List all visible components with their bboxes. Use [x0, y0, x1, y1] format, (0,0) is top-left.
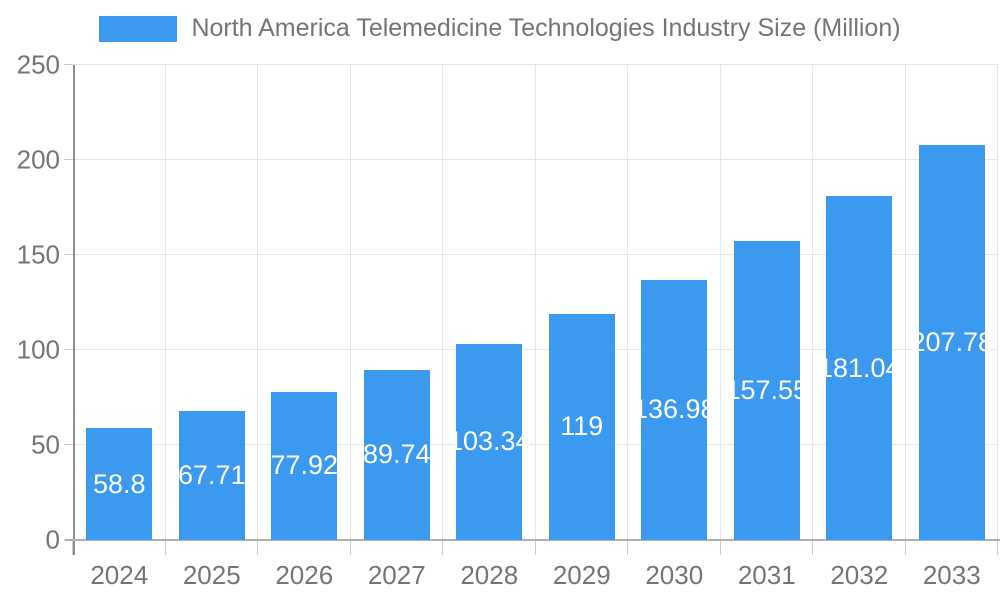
y-axis-tick-label: 200	[16, 144, 60, 175]
x-axis-tick-label: 2032	[830, 560, 889, 590]
y-axis-tick-label: 150	[16, 239, 60, 270]
bar-value-label: 67.71	[177, 460, 246, 491]
bar[interactable]: 181.04	[818, 196, 901, 540]
x-axis-tick-label: 2030	[645, 560, 704, 590]
x-axis-tick	[349, 541, 351, 555]
bar[interactable]: 157.55	[725, 240, 808, 540]
x-axis-tick	[72, 541, 73, 555]
bar[interactable]: 103.34	[448, 343, 531, 540]
legend-label: North America Telemedicine Technologies …	[191, 14, 901, 42]
bar-value-label: 77.92	[270, 450, 339, 481]
gridline-x	[812, 65, 813, 540]
x-axis-tick	[534, 541, 536, 555]
y-axis-tick-label: 0	[45, 524, 60, 555]
bar[interactable]: 67.71	[177, 411, 246, 540]
gridline-y	[73, 254, 998, 255]
bar-value-label: 157.55	[725, 374, 809, 405]
gridline-x	[997, 65, 998, 540]
x-axis-tick	[164, 541, 166, 555]
y-axis-tick-label: 100	[16, 334, 60, 365]
bar-value-label: 136.98	[632, 394, 716, 425]
gridline-x	[164, 65, 166, 540]
x-axis-tick-label: 2033	[922, 560, 981, 590]
bar[interactable]: 58.8	[86, 428, 153, 540]
bar-value-label: 181.04	[817, 352, 901, 383]
bar-value-label: 103.34	[447, 426, 531, 457]
gridline-x	[627, 65, 628, 540]
y-axis-tick-label: 250	[16, 49, 60, 80]
x-axis-tick	[997, 541, 998, 555]
gridline-x	[349, 65, 351, 540]
y-axis-line	[73, 65, 75, 555]
x-axis-tick-label: 2031	[737, 560, 796, 590]
gridline-x	[442, 65, 443, 540]
x-axis-tick	[719, 541, 721, 555]
x-axis-line	[65, 539, 1000, 541]
legend-item[interactable]: North America Telemedicine Technologies …	[99, 14, 901, 43]
gridline-x	[534, 65, 536, 540]
y-axis-tick	[64, 349, 73, 350]
x-axis-tick-label: 2028	[460, 560, 519, 590]
bar-value-label: 119	[560, 411, 604, 442]
x-axis-tick	[257, 541, 258, 555]
legend: North America Telemedicine Technologies …	[0, 14, 1000, 43]
gridline-x	[719, 65, 721, 540]
x-axis-tick	[904, 541, 906, 555]
y-axis-tick	[64, 254, 73, 255]
y-axis-tick	[64, 444, 73, 445]
x-axis-tick	[442, 541, 443, 555]
bar[interactable]: 77.92	[270, 391, 339, 540]
bar-value-label: 207.78	[910, 327, 994, 358]
bar[interactable]: 119	[548, 313, 615, 540]
x-axis-tick-label: 2024	[90, 560, 149, 590]
gridline-y	[73, 64, 998, 65]
legend-swatch-icon	[99, 15, 178, 42]
x-axis-tick	[812, 541, 813, 555]
y-axis-tick-label: 50	[31, 429, 60, 460]
x-axis-tick-label: 2025	[182, 560, 241, 590]
bar[interactable]: 89.74	[362, 369, 431, 540]
bar-value-label: 89.74	[362, 439, 431, 470]
x-axis-tick	[627, 541, 628, 555]
gridline-y	[73, 349, 998, 350]
bar[interactable]: 136.98	[633, 279, 716, 540]
y-axis-tick	[64, 64, 73, 65]
x-axis-tick-label: 2029	[552, 560, 611, 590]
bar-value-label: 58.8	[92, 468, 146, 499]
x-axis-tick-label: 2026	[275, 560, 334, 590]
gridline-x	[257, 65, 258, 540]
x-axis-tick-label: 2027	[367, 560, 426, 590]
gridline-y	[73, 159, 998, 160]
bar[interactable]: 207.78	[910, 145, 993, 540]
gridline-y	[73, 444, 998, 445]
plot-area: 0 50 100 150 200 250 58.8 2024 67.71 2025 77.92 202…	[17, 50, 1000, 590]
gridline-x	[904, 65, 906, 540]
y-axis-tick	[64, 159, 73, 160]
